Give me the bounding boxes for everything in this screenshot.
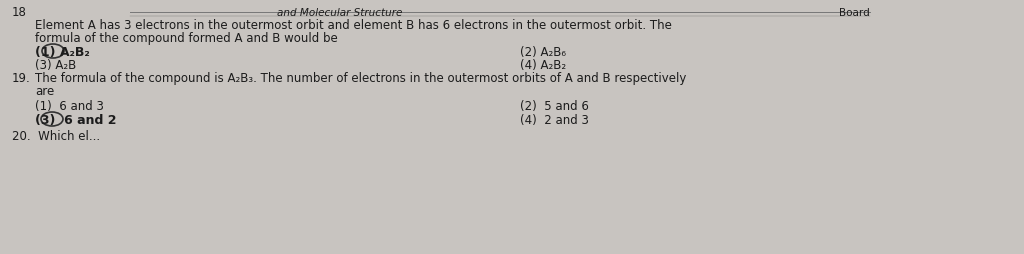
Text: (3) A₂B: (3) A₂B bbox=[35, 59, 76, 72]
Text: (2)  5 and 6: (2) 5 and 6 bbox=[520, 100, 589, 113]
Text: (3)  6 and 2: (3) 6 and 2 bbox=[35, 114, 117, 127]
Text: are: are bbox=[35, 85, 54, 98]
Text: (4) A₂B₂: (4) A₂B₂ bbox=[520, 59, 566, 72]
Text: (4)  2 and 3: (4) 2 and 3 bbox=[520, 114, 589, 127]
Text: formula of the compound formed A and B would be: formula of the compound formed A and B w… bbox=[35, 32, 338, 45]
Text: 19.: 19. bbox=[12, 72, 31, 85]
Text: The formula of the compound is A₂B₃. The number of electrons in the outermost or: The formula of the compound is A₂B₃. The… bbox=[35, 72, 686, 85]
Text: (2) A₂B₆: (2) A₂B₆ bbox=[520, 46, 566, 59]
Text: Element A has 3 electrons in the outermost orbit and element B has 6 electrons i: Element A has 3 electrons in the outermo… bbox=[35, 19, 672, 32]
Text: 20.  Which el...: 20. Which el... bbox=[12, 130, 100, 143]
Text: (1) A₂B₂: (1) A₂B₂ bbox=[35, 46, 90, 59]
Text: (1)  6 and 3: (1) 6 and 3 bbox=[35, 100, 103, 113]
Text: 18: 18 bbox=[12, 6, 27, 19]
Text: and Molecular Structure: and Molecular Structure bbox=[278, 8, 402, 18]
Text: Board: Board bbox=[840, 8, 870, 18]
